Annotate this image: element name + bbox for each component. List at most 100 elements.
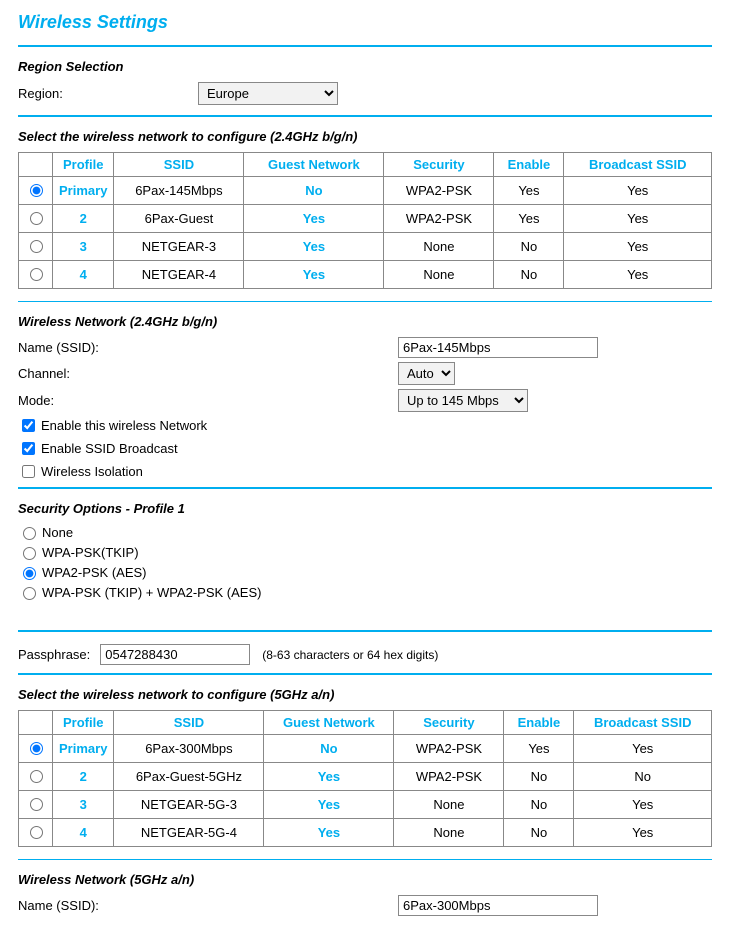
security-option-radio[interactable] xyxy=(23,527,36,540)
row-select-radio[interactable] xyxy=(30,770,43,783)
security-option-radio[interactable] xyxy=(23,547,36,560)
security-cell: WPA2-PSK xyxy=(394,763,504,791)
security-cell: WPA2-PSK xyxy=(394,735,504,763)
enable-net-checkbox-24[interactable] xyxy=(22,419,35,432)
security-cell: None xyxy=(394,819,504,847)
passphrase-row: Passphrase: (8-63 characters or 64 hex d… xyxy=(18,644,712,665)
ssid-cell: NETGEAR-4 xyxy=(114,261,244,289)
row-select-radio[interactable] xyxy=(30,184,43,197)
sec24-heading: Security Options - Profile 1 xyxy=(18,501,712,516)
passphrase-input[interactable] xyxy=(100,644,250,665)
col-guest: Guest Network xyxy=(264,711,394,735)
col-guest: Guest Network xyxy=(244,153,384,177)
guest-link[interactable]: No xyxy=(264,735,394,763)
col-broadcast: Broadcast SSID xyxy=(564,153,712,177)
isolation-label-24: Wireless Isolation xyxy=(41,464,143,479)
ssid-cell: 6Pax-Guest xyxy=(114,205,244,233)
security-option-radio[interactable] xyxy=(23,587,36,600)
guest-link[interactable]: Yes xyxy=(244,233,384,261)
row-select-radio[interactable] xyxy=(30,268,43,281)
mode-label-24: Mode: xyxy=(18,393,198,408)
page-title: Wireless Settings xyxy=(18,12,712,33)
row-select-radio[interactable] xyxy=(30,742,43,755)
ssid-cell: 6Pax-300Mbps xyxy=(114,735,264,763)
profile-link[interactable]: 3 xyxy=(53,791,114,819)
profile-link[interactable]: 3 xyxy=(53,233,114,261)
enable-bcast-row-24: Enable SSID Broadcast xyxy=(18,439,712,458)
ssid-cell: 6Pax-Guest-5GHz xyxy=(114,763,264,791)
table-row: 26Pax-GuestYesWPA2-PSKYesYes xyxy=(19,205,712,233)
ssid-row-5: Name (SSID): xyxy=(18,895,712,916)
profile-link[interactable]: 4 xyxy=(53,819,114,847)
region-select[interactable]: Europe xyxy=(198,82,338,105)
channel-row-24: Channel: Auto xyxy=(18,362,712,385)
table-row: 3NETGEAR-5G-3YesNoneNoYes xyxy=(19,791,712,819)
isolation-checkbox-24[interactable] xyxy=(22,465,35,478)
security-cell: WPA2-PSK xyxy=(384,205,494,233)
divider xyxy=(18,301,712,302)
guest-link[interactable]: Yes xyxy=(264,763,394,791)
table-row: 4NETGEAR-5G-4YesNoneNoYes xyxy=(19,819,712,847)
divider xyxy=(18,673,712,675)
row-select-radio[interactable] xyxy=(30,240,43,253)
security-option-row: WPA-PSK (TKIP) + WPA2-PSK (AES) xyxy=(18,584,712,600)
row-select-radio[interactable] xyxy=(30,212,43,225)
profile-link[interactable]: 2 xyxy=(53,763,114,791)
security-cell: None xyxy=(384,233,494,261)
guest-link[interactable]: No xyxy=(244,177,384,205)
table-5ghz: Profile SSID Guest Network Security Enab… xyxy=(18,710,712,847)
broadcast-cell: Yes xyxy=(564,205,712,233)
enable-cell: Yes xyxy=(504,735,574,763)
guest-link[interactable]: Yes xyxy=(244,205,384,233)
col-radio xyxy=(19,153,53,177)
table-row: 4NETGEAR-4YesNoneNoYes xyxy=(19,261,712,289)
table-row: Primary6Pax-145MbpsNoWPA2-PSKYesYes xyxy=(19,177,712,205)
mode-row-24: Mode: Up to 145 Mbps xyxy=(18,389,712,412)
row-select-radio[interactable] xyxy=(30,826,43,839)
col-ssid: SSID xyxy=(114,153,244,177)
channel-select-24[interactable]: Auto xyxy=(398,362,455,385)
profile-link[interactable]: Primary xyxy=(53,735,114,763)
net24-heading: Wireless Network (2.4GHz b/g/n) xyxy=(18,314,712,329)
security-option-row: WPA-PSK(TKIP) xyxy=(18,544,712,560)
enable-cell: Yes xyxy=(494,177,564,205)
col-broadcast: Broadcast SSID xyxy=(574,711,712,735)
net5-heading: Wireless Network (5GHz a/n) xyxy=(18,872,712,887)
table-24ghz: Profile SSID Guest Network Security Enab… xyxy=(18,152,712,289)
security-option-label: WPA-PSK(TKIP) xyxy=(42,545,139,560)
ssid-cell: NETGEAR-3 xyxy=(114,233,244,261)
table-row: Primary6Pax-300MbpsNoWPA2-PSKYesYes xyxy=(19,735,712,763)
security-option-radio[interactable] xyxy=(23,567,36,580)
table-row: 26Pax-Guest-5GHzYesWPA2-PSKNoNo xyxy=(19,763,712,791)
ssid-input-5[interactable] xyxy=(398,895,598,916)
broadcast-cell: Yes xyxy=(574,791,712,819)
ssid-label-24: Name (SSID): xyxy=(18,340,198,355)
guest-link[interactable]: Yes xyxy=(264,819,394,847)
region-heading: Region Selection xyxy=(18,59,712,74)
divider xyxy=(18,115,712,117)
profile-link[interactable]: Primary xyxy=(53,177,114,205)
region-label: Region: xyxy=(18,86,198,101)
profile-link[interactable]: 4 xyxy=(53,261,114,289)
profile-link[interactable]: 2 xyxy=(53,205,114,233)
security-option-label: None xyxy=(42,525,73,540)
divider xyxy=(18,859,712,860)
security-cell: WPA2-PSK xyxy=(384,177,494,205)
broadcast-cell: No xyxy=(574,763,712,791)
broadcast-cell: Yes xyxy=(574,819,712,847)
security-option-label: WPA2-PSK (AES) xyxy=(42,565,147,580)
ssid-input-24[interactable] xyxy=(398,337,598,358)
col-enable: Enable xyxy=(494,153,564,177)
guest-link[interactable]: Yes xyxy=(244,261,384,289)
channel-label-24: Channel: xyxy=(18,366,198,381)
guest-link[interactable]: Yes xyxy=(264,791,394,819)
enable-bcast-checkbox-24[interactable] xyxy=(22,442,35,455)
col-security: Security xyxy=(394,711,504,735)
divider xyxy=(18,487,712,489)
mode-select-24[interactable]: Up to 145 Mbps xyxy=(398,389,528,412)
passphrase-label: Passphrase: xyxy=(18,647,90,662)
table-row: 3NETGEAR-3YesNoneNoYes xyxy=(19,233,712,261)
ssid-cell: NETGEAR-5G-3 xyxy=(114,791,264,819)
table24-heading: Select the wireless network to configure… xyxy=(18,129,712,144)
row-select-radio[interactable] xyxy=(30,798,43,811)
